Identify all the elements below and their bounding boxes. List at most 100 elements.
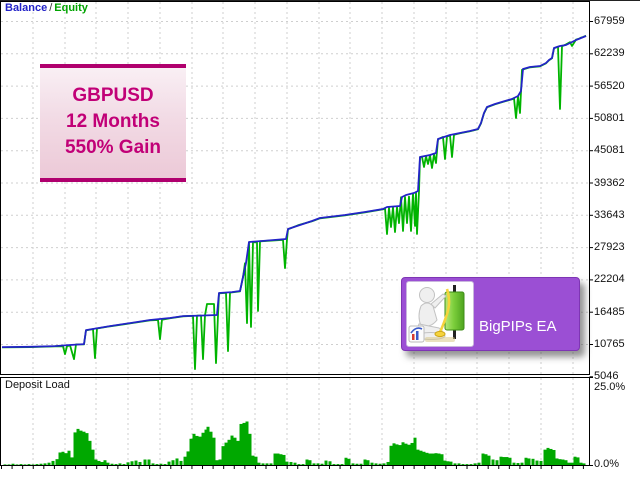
deposit-load-bar (413, 437, 417, 466)
deposit-load-bar (546, 447, 550, 466)
balance-line (1, 35, 587, 348)
deposit-load-bar (55, 459, 59, 466)
deposit-load-bar (316, 463, 320, 466)
deposit-load-bar (461, 464, 465, 466)
deposit-load-bar (130, 461, 134, 466)
deposit-load-bar (198, 436, 202, 466)
deposit-load-bar (370, 462, 374, 466)
deposit-load-bar (227, 439, 231, 466)
deposit-load-bar (457, 463, 461, 466)
chart-legend: Balance / Equity (5, 2, 88, 14)
deposit-load-bar (175, 458, 179, 466)
deposit-load-bar (122, 464, 126, 466)
deposit-load-bar (382, 463, 386, 466)
deposit-load-bar (336, 464, 340, 466)
y-axis-label: 50801 (594, 111, 625, 124)
deposit-load-bar (398, 445, 402, 466)
deposit-load-bar (61, 451, 65, 466)
deposit-load-bar (453, 463, 457, 466)
deposit-load-bar (218, 459, 222, 466)
deposit-load-bar (67, 450, 71, 466)
deposit-load-bar (192, 433, 196, 466)
deposit-load-bar (138, 461, 142, 466)
figure-measuring-candle-icon (408, 285, 465, 343)
deposit-load-bar (91, 449, 95, 466)
deposit-load-bar (374, 463, 378, 466)
deposit-load-bar (239, 423, 243, 466)
deposit-load-bar (312, 463, 316, 466)
deposit-load-bar (363, 459, 367, 466)
deposit-load-bar (297, 464, 301, 466)
deposit-load-bar (212, 437, 216, 466)
deposit-load-bar (549, 448, 553, 466)
y-axis-label: 33643 (594, 208, 625, 221)
y-axis-label: 27923 (594, 241, 625, 254)
annotation-line-period: 12 Months (66, 111, 160, 132)
deposit-load-bar (230, 435, 234, 466)
bigpips-ea-icon (406, 281, 474, 347)
deposit-load-bar (404, 443, 408, 466)
deposit-load-bar (43, 463, 47, 466)
deposit-load-bar (301, 464, 305, 466)
deposit-load-bar (477, 462, 481, 466)
deposit-load-bar (579, 462, 583, 466)
deposit-load-bar (97, 460, 101, 466)
deposit-load-bar (446, 461, 450, 466)
deposit-load-bar (11, 463, 15, 466)
deposit-load-bar (305, 459, 309, 466)
deposit-load-bar (39, 463, 43, 466)
deposit-load-bar (7, 464, 11, 466)
deposit-max-label: 25.0% (594, 381, 626, 393)
deposit-load-bar (221, 446, 225, 466)
deposit-load-bar (204, 429, 208, 466)
deposit-load-bar (320, 463, 324, 466)
bigpips-ea-badge: BigPIPs EA (401, 277, 580, 351)
y-axis-label: 62239 (594, 47, 625, 60)
deposit-load-bar (389, 445, 393, 466)
y-axis-label: 45081 (594, 144, 625, 157)
deposit-load-bar (324, 460, 328, 466)
deposit-load-bar (195, 435, 199, 466)
deposit-load-bar (508, 457, 512, 466)
deposit-load-bar (265, 463, 269, 466)
deposit-load-bar (118, 463, 122, 466)
deposit-load-bar (285, 461, 289, 466)
deposit-load-bar (552, 450, 556, 466)
deposit-load-bar (201, 432, 205, 466)
deposit-load-bar (126, 462, 130, 466)
deposit-load-bar (159, 463, 163, 466)
deposit-load-bar (416, 449, 420, 466)
deposit-load-bar (51, 460, 55, 466)
deposit-load-bar (100, 461, 104, 466)
deposit-load-bar (410, 442, 414, 466)
y-axis-label: 56520 (594, 79, 625, 92)
deposit-load-bar (155, 464, 159, 466)
deposit-load-bar (308, 460, 312, 466)
deposit-load-bar (359, 463, 363, 466)
deposit-load-bar (425, 452, 429, 466)
deposit-load-bar (564, 460, 568, 466)
deposit-load-bar (215, 460, 219, 466)
deposit-load-bar (276, 453, 280, 466)
deposit-load-bar (31, 464, 35, 466)
deposit-load-bar (248, 433, 252, 466)
deposit-load-bar (487, 455, 491, 466)
deposit-load-bar (106, 462, 110, 466)
deposit-load-bar (167, 461, 171, 466)
deposit-load-bar (163, 464, 167, 466)
y-axis-label: 5046 (594, 370, 619, 383)
deposit-load-bar (386, 461, 390, 466)
deposit-load-bar (179, 460, 183, 466)
deposit-load-bar (395, 444, 399, 466)
deposit-load-bar (251, 455, 255, 466)
deposit-load-bar (535, 460, 539, 466)
deposit-load-bar (570, 462, 574, 466)
deposit-load-bar (23, 464, 27, 466)
deposit-load-bar (344, 457, 348, 466)
deposit-load-bar (233, 437, 237, 466)
deposit-load-bar (392, 443, 396, 466)
deposit-load-bar (73, 432, 77, 466)
deposit-load-bar (3, 464, 7, 466)
deposit-load-bar (428, 453, 432, 466)
deposit-load-bar (505, 457, 509, 466)
